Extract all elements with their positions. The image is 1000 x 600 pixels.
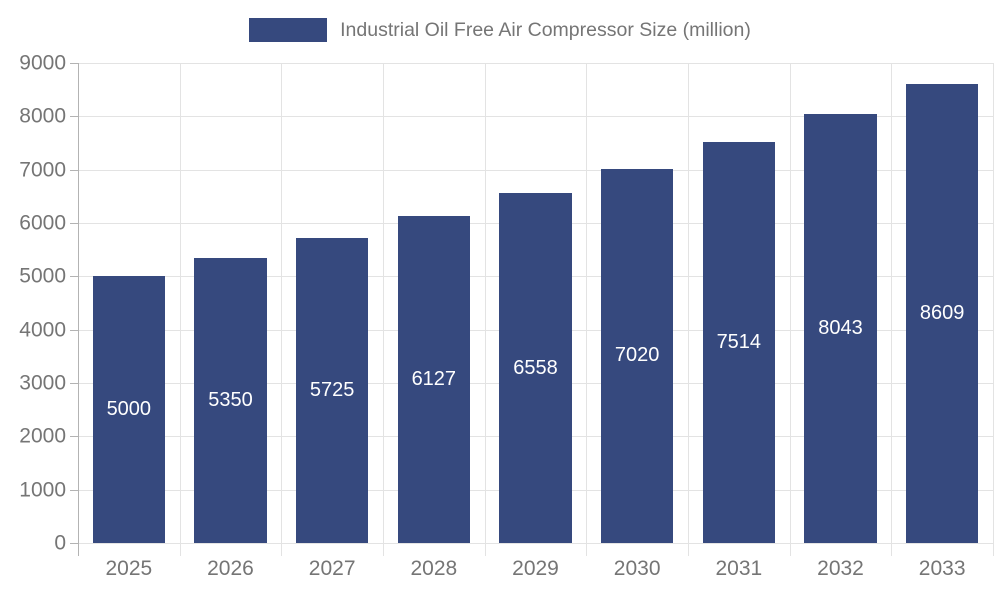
h-gridline [78,543,993,544]
bar: 5725 [296,237,369,543]
y-tick-mark [70,489,78,491]
x-tick-label: 2032 [817,557,864,580]
x-tick-label: 2027 [308,557,356,580]
bar: 5000 [92,276,165,543]
x-tick-label: 2031 [715,557,763,580]
legend-swatch [249,18,328,42]
y-tick-label: 3000 [19,371,66,395]
v-gridline [179,63,181,556]
h-gridline [78,169,993,171]
v-gridline [586,63,588,556]
y-tick-label: 0 [54,531,66,555]
y-tick-label: 7000 [19,158,66,182]
v-gridline [993,63,994,556]
y-tick-label: 5000 [19,264,66,288]
x-tick-label: 2028 [410,557,458,580]
y-tick-label: 1000 [19,478,66,502]
bar-value-label: 6127 [411,368,457,391]
y-tick-mark [70,543,78,544]
y-axis-labels: 0 1000 2000 3000 4000 5000 6000 7000 8000 9000 [0,53,66,554]
bar: 5350 [194,257,267,543]
y-axis-line [78,63,79,556]
x-tick-label: 2025 [105,557,153,580]
y-tick-mark [70,63,78,64]
y-tick-mark [70,382,78,384]
y-tick-mark [70,169,78,171]
v-gridline [281,63,283,556]
chart-legend: Industrial Oil Free Air Compressor Size … [0,18,1000,42]
y-tick-label: 8000 [19,104,66,128]
x-tick-label: 2033 [918,557,966,580]
bar: 8609 [906,83,979,543]
y-tick-mark [70,116,78,118]
x-tick-label: 2029 [512,557,559,580]
v-gridline [484,63,486,556]
bar: 8043 [804,114,877,543]
y-tick-label: 6000 [19,211,66,235]
y-tick-mark [70,329,78,331]
bar: 7514 [702,142,775,543]
y-tick-label: 2000 [19,424,66,448]
bar-value-label: 7514 [716,331,762,354]
bar-value-label: 7020 [614,344,660,367]
legend-label: Industrial Oil Free Air Compressor Size … [340,18,751,41]
x-axis-labels: 2025 2026 2027 2028 2029 2030 2031 2032 2033 [78,558,993,588]
bar: 7020 [601,168,674,543]
v-gridline [789,63,791,556]
bar-value-label: 5350 [208,388,253,411]
bar-value-label: 8043 [818,317,863,340]
v-gridline [687,63,689,556]
bar-value-label: 8609 [919,301,965,324]
v-gridline [891,63,893,556]
y-tick-mark [70,276,78,278]
h-gridline [78,63,993,64]
v-gridline [382,63,384,556]
bar-value-label: 5000 [106,398,152,421]
plot-area: 5000 5350 5725 6127 6558 7020 7514 8043 8609 [70,63,994,556]
y-tick-label: 4000 [19,318,66,342]
x-tick-label: 2026 [207,557,254,580]
y-tick-mark [70,436,78,438]
x-tick-label: 2030 [613,557,661,580]
bar: 6558 [499,193,572,543]
h-gridline [78,116,993,118]
bar: 6127 [397,216,470,543]
bar-value-label: 5725 [309,378,355,401]
y-tick-label: 9000 [19,51,66,75]
y-tick-mark [70,222,78,224]
bar-value-label: 6558 [513,356,558,379]
